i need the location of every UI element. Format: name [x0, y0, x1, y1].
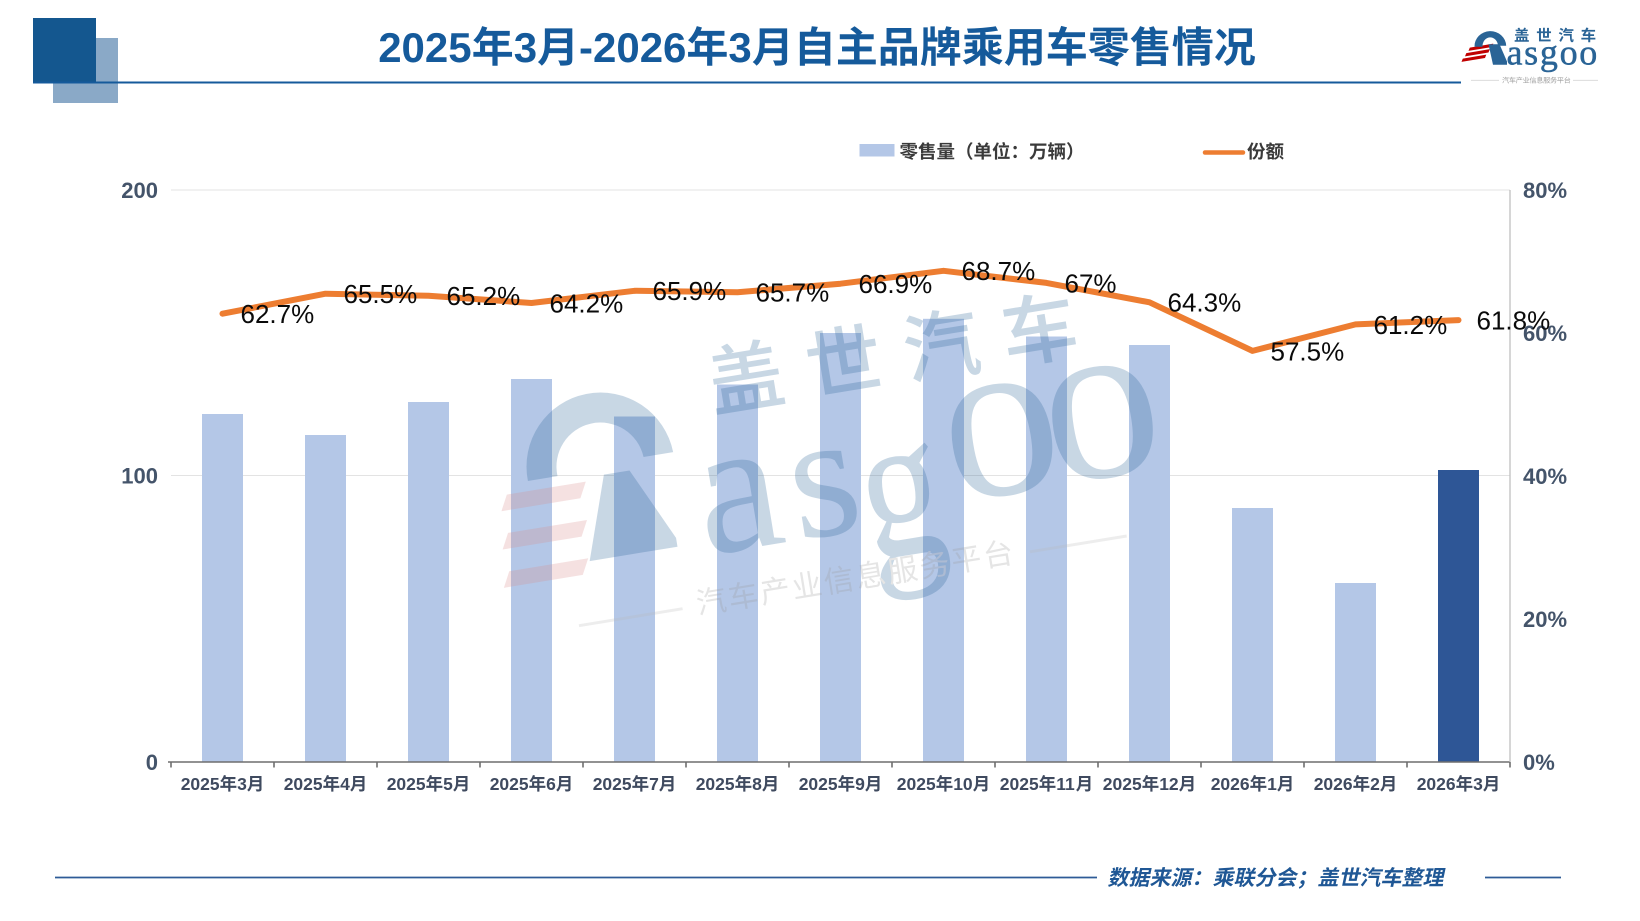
svg-text:0: 0 — [146, 750, 158, 775]
svg-text:2025: 2025 — [284, 774, 323, 794]
svg-text:2025: 2025 — [593, 774, 632, 794]
svg-text:11: 11 — [1056, 774, 1075, 794]
svg-text:2025: 2025 — [1000, 774, 1039, 794]
svg-text:61.8%: 61.8% — [1477, 306, 1551, 336]
svg-text:9: 9 — [855, 774, 865, 794]
svg-text:2: 2 — [1370, 774, 1380, 794]
svg-text:66.9%: 66.9% — [859, 269, 933, 299]
svg-text:3: 3 — [1473, 774, 1483, 794]
svg-text:4: 4 — [340, 774, 350, 794]
svg-text:2025: 2025 — [378, 24, 471, 71]
svg-text:1: 1 — [1267, 774, 1277, 794]
svg-text:68.7%: 68.7% — [962, 256, 1036, 286]
svg-text:6: 6 — [546, 774, 556, 794]
svg-text:3: 3 — [237, 774, 247, 794]
svg-text:2025: 2025 — [181, 774, 220, 794]
svg-text:65.5%: 65.5% — [344, 279, 418, 309]
svg-text:67%: 67% — [1065, 268, 1117, 298]
svg-text:200: 200 — [121, 178, 158, 203]
svg-text:80%: 80% — [1523, 178, 1567, 203]
svg-text:64.3%: 64.3% — [1168, 288, 1242, 318]
svg-text:2025: 2025 — [897, 774, 936, 794]
svg-text:3: 3 — [514, 24, 537, 71]
svg-text:7: 7 — [649, 774, 659, 794]
svg-text:2025: 2025 — [696, 774, 735, 794]
svg-text:65.7%: 65.7% — [756, 278, 830, 308]
svg-text:61.2%: 61.2% — [1374, 310, 1448, 340]
svg-text:5: 5 — [443, 774, 453, 794]
svg-text:-2026: -2026 — [579, 24, 686, 71]
svg-text:57.5%: 57.5% — [1271, 336, 1345, 366]
svg-text:20%: 20% — [1523, 607, 1567, 632]
svg-text:62.7%: 62.7% — [241, 299, 315, 329]
svg-text:2025: 2025 — [490, 774, 529, 794]
svg-text:8: 8 — [752, 774, 762, 794]
svg-text:2026: 2026 — [1417, 774, 1456, 794]
svg-text:2026: 2026 — [1314, 774, 1353, 794]
svg-text:65.2%: 65.2% — [447, 281, 521, 311]
svg-text:0%: 0% — [1523, 750, 1555, 775]
svg-text:2026: 2026 — [1211, 774, 1250, 794]
svg-text:3: 3 — [728, 24, 751, 71]
svg-text:100: 100 — [121, 464, 158, 489]
svg-text:2025: 2025 — [387, 774, 426, 794]
svg-text:2025: 2025 — [1103, 774, 1142, 794]
svg-text:40%: 40% — [1523, 464, 1567, 489]
svg-text:60%: 60% — [1523, 321, 1567, 346]
svg-text:2025: 2025 — [799, 774, 838, 794]
svg-text:10: 10 — [953, 774, 973, 794]
svg-text:65.9%: 65.9% — [653, 276, 727, 306]
svg-text:64.2%: 64.2% — [550, 288, 624, 318]
svg-text:12: 12 — [1159, 774, 1179, 794]
